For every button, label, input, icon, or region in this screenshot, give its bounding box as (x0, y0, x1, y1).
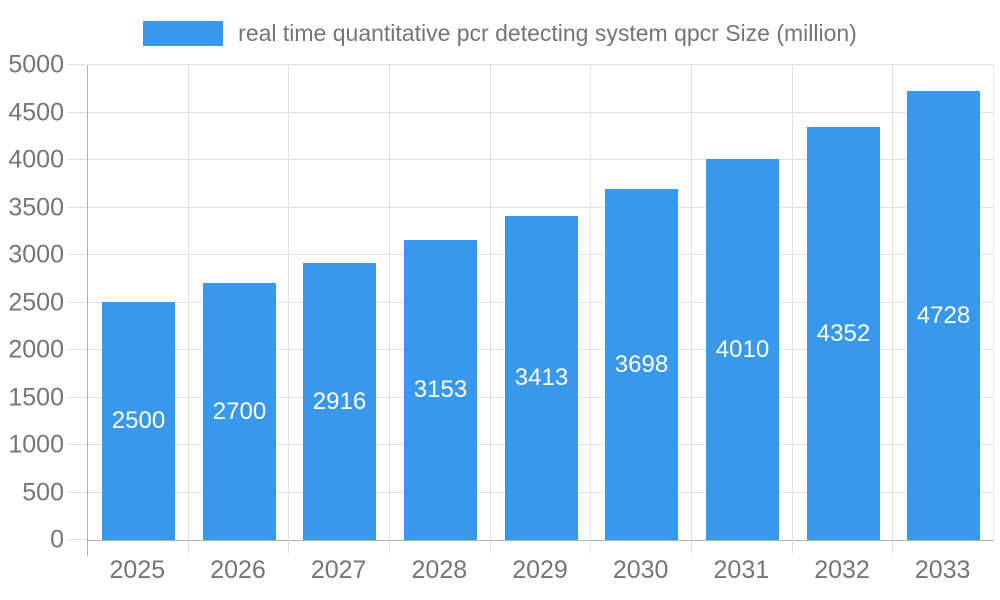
chart-legend[interactable]: real time quantitative pcr detecting sys… (0, 18, 1000, 48)
gridline-vertical (490, 65, 491, 540)
bar-2029: 3413 (505, 216, 578, 540)
x-axis-tick (590, 540, 591, 553)
bar-value-label: 2700 (212, 397, 267, 425)
bar-2028: 3153 (404, 240, 477, 540)
gridline-horizontal (88, 111, 994, 113)
x-axis-labels: 2025 2026 2027 2028 2029 2030 2031 2032 2033 (87, 556, 993, 590)
x-axis-tick (389, 540, 390, 553)
plot-area: 2500 2700 2916 3153 3413 3698 4010 4352 4728 (67, 64, 994, 556)
y-axis-tick-label: 1000 (8, 430, 64, 459)
bar-value-label: 3153 (413, 376, 468, 403)
bar-2033: 4728 (907, 91, 980, 540)
x-axis-tick-label: 2032 (814, 556, 870, 584)
y-axis-tick (67, 539, 87, 540)
gridline-vertical (188, 65, 189, 540)
bar-value-label: 4728 (916, 301, 971, 329)
y-axis-tick-label: 4000 (8, 145, 64, 174)
legend-swatch (143, 20, 224, 46)
y-axis-tick (67, 111, 87, 113)
gridline-vertical (691, 65, 692, 540)
y-axis-tick (67, 491, 87, 493)
bar-value-label: 3698 (614, 350, 669, 378)
y-axis-tick (67, 444, 87, 445)
y-axis-tick-label: 3000 (8, 240, 64, 269)
bar-2026: 2700 (203, 283, 276, 540)
y-axis-tick (67, 301, 87, 303)
y-axis-tick (67, 349, 87, 350)
x-axis-tick (188, 540, 189, 553)
bar-value-label: 4010 (715, 335, 770, 363)
y-axis-tick (67, 64, 87, 65)
y-axis-tick-label: 2000 (8, 335, 64, 364)
y-axis-tick-label: 500 (22, 478, 64, 506)
gridline-vertical (993, 65, 994, 540)
x-axis-tick-label: 2026 (210, 556, 266, 584)
gridline-horizontal (88, 206, 994, 208)
bar-2025: 2500 (102, 302, 175, 540)
bar-value-label: 4352 (816, 319, 871, 347)
bar-value-label: 2500 (111, 407, 166, 434)
y-axis-tick-label: 3500 (8, 193, 64, 221)
x-axis-tick (792, 540, 793, 553)
y-axis-tick-label: 5000 (8, 50, 64, 79)
y-axis-tick (67, 206, 87, 208)
y-axis-tick-label: 2500 (8, 288, 64, 316)
x-axis-tick (691, 540, 692, 553)
gridline-vertical (389, 65, 390, 540)
y-axis-tick-label: 0 (50, 525, 64, 554)
gridline-horizontal (88, 159, 994, 160)
bar-value-label: 3413 (514, 364, 569, 391)
gridline-horizontal (88, 64, 994, 65)
y-axis-tick (67, 159, 87, 160)
x-axis-tick-label: 2031 (713, 556, 770, 584)
gridline-vertical (590, 65, 591, 540)
x-axis-tick-label: 2033 (914, 556, 971, 584)
gridline-vertical (892, 65, 893, 540)
bar-2027: 2916 (303, 263, 376, 540)
bar-2030: 3698 (605, 189, 678, 540)
bar-2031: 4010 (706, 159, 779, 540)
x-axis-tick-label: 2030 (612, 556, 669, 584)
y-axis-tick-label: 4500 (8, 98, 64, 126)
y-axis-labels: 0 500 1000 1500 2000 2500 3000 3500 4000 4500 5000 (0, 51, 64, 554)
y-axis-tick (67, 396, 87, 398)
y-axis-tick-label: 1500 (8, 383, 64, 411)
x-axis-tick-label: 2028 (411, 556, 468, 584)
x-axis-tick (490, 540, 491, 553)
x-axis-tick (892, 540, 893, 553)
gridline-vertical (792, 65, 793, 540)
x-axis-tick-label: 2027 (310, 556, 367, 584)
x-axis-tick-label: 2025 (109, 556, 166, 584)
y-axis-line-extension (87, 540, 88, 556)
legend-label: real time quantitative pcr detecting sys… (238, 19, 857, 46)
x-axis-tick-label: 2029 (512, 556, 568, 584)
y-axis-tick (67, 254, 87, 255)
x-axis-tick (288, 540, 289, 553)
bar-value-label: 2916 (312, 387, 367, 415)
gridline-vertical (288, 65, 289, 540)
bar-2032: 4352 (807, 127, 880, 540)
